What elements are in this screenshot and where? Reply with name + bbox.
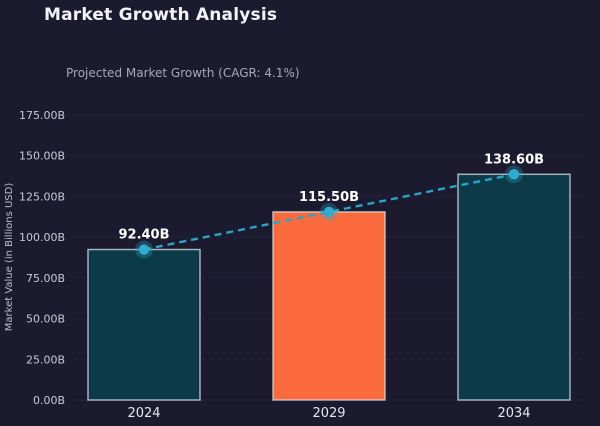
y-axis-tick-label: 25.00B	[26, 353, 65, 366]
trend-marker	[508, 169, 520, 180]
y-axis-tick-label: 150.00B	[19, 150, 65, 163]
bar-2034	[457, 173, 571, 401]
bar-value-label: 92.40B	[118, 228, 169, 243]
trend-line	[143, 173, 515, 251]
trend-marker	[323, 206, 335, 218]
y-axis-tick-label: 125.00B	[19, 190, 65, 203]
x-axis-tick-label: 2034	[497, 406, 530, 421]
y-axis-tick-label: 0.00B	[33, 394, 65, 407]
y-axis-title: Market Value (in Billions USD)	[4, 183, 15, 332]
x-axis-tick-label: 2029	[312, 406, 345, 421]
x-axis-tick-label: 2024	[127, 406, 160, 421]
bar-value-label: 138.60B	[484, 152, 544, 167]
trend-marker	[138, 244, 150, 255]
chart-title: Market Growth Analysis	[44, 5, 278, 25]
y-axis-tick-label: 50.00B	[26, 313, 65, 326]
bar-value-label: 115.50B	[299, 190, 359, 205]
y-axis-tick-label: 175.00B	[19, 109, 65, 122]
bar-2024	[87, 248, 201, 401]
y-axis-tick-label: 100.00B	[19, 231, 65, 244]
y-axis-tick-label: 75.00B	[26, 272, 65, 285]
bar-2029	[272, 211, 386, 401]
chart-subtitle: Projected Market Growth (CAGR: 4.1%)	[66, 66, 300, 80]
